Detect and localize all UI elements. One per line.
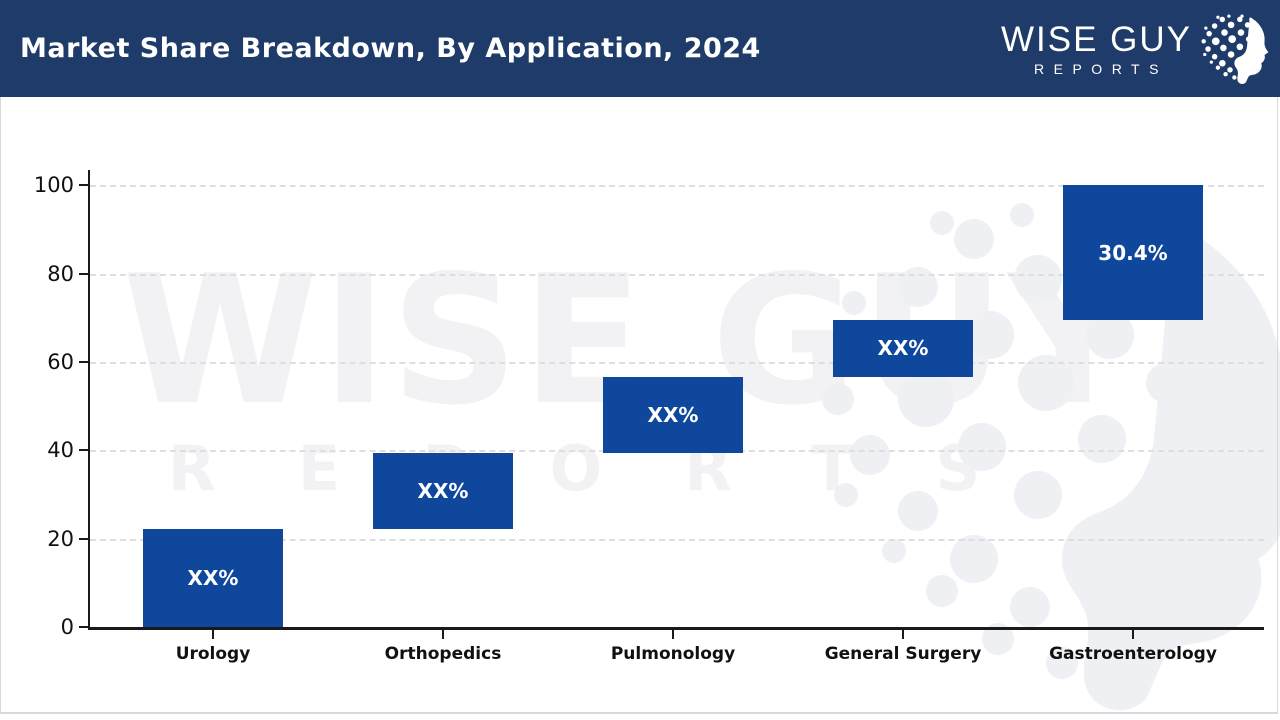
plot-area: 0 20 40 60 80 100 XX% Urology XX% Orthopedics XX% P…: [34, 170, 1264, 664]
x-tick-mark: [902, 630, 904, 639]
y-tick-mark: [79, 184, 88, 187]
x-axis-label: Urology: [175, 644, 251, 664]
y-tick-label: 80: [47, 261, 74, 286]
gridline: [90, 538, 1264, 541]
y-tick-mark: [79, 626, 88, 628]
y-tick-label: 20: [47, 526, 74, 551]
logo-text: WISE GUY REPORTS: [1000, 20, 1192, 78]
y-tick-mark: [79, 449, 88, 452]
x-tick-mark: [212, 630, 214, 639]
bar: XX%: [143, 528, 283, 627]
bar-value-label: 30.4%: [1098, 240, 1168, 265]
head-dots-icon: [1201, 14, 1269, 84]
bar-value-label: XX%: [187, 565, 239, 590]
y-tick-label: 0: [60, 615, 74, 639]
bar: XX%: [373, 453, 513, 529]
bar: 30.4%: [1063, 185, 1203, 320]
bar-value-label: XX%: [647, 402, 699, 427]
logo-wordmark: WISE GUY: [1000, 20, 1192, 59]
y-tick-label: 100: [33, 173, 74, 198]
y-tick-mark: [79, 361, 88, 364]
y-tick-label: 60: [47, 350, 74, 375]
bar: XX%: [833, 319, 973, 377]
header-bar: Market Share Breakdown, By Application, …: [0, 0, 1280, 97]
x-tick-mark: [672, 630, 674, 639]
x-axis-label: Pulmonology: [610, 644, 736, 664]
page-title: Market Share Breakdown, By Application, …: [20, 33, 761, 64]
x-axis-label: Gastroenterology: [1049, 644, 1217, 664]
y-tick-mark: [79, 537, 88, 540]
y-tick-label: 40: [47, 438, 74, 463]
bar-value-label: XX%: [877, 336, 929, 361]
gridline: [90, 185, 1264, 188]
logo-subtitle: REPORTS: [1034, 61, 1168, 77]
gridline: [90, 362, 1264, 365]
bar: XX%: [603, 376, 743, 454]
x-axis-label: Orthopedics: [384, 644, 502, 664]
x-tick-mark: [1132, 630, 1134, 639]
gridline: [90, 273, 1264, 276]
y-tick-mark: [79, 272, 88, 275]
x-axis-label: General Surgery: [824, 644, 982, 664]
wise-guy-logo: WISE GUY REPORTS: [1001, 6, 1270, 92]
x-tick-mark: [442, 630, 444, 639]
bar-value-label: XX%: [417, 478, 469, 503]
